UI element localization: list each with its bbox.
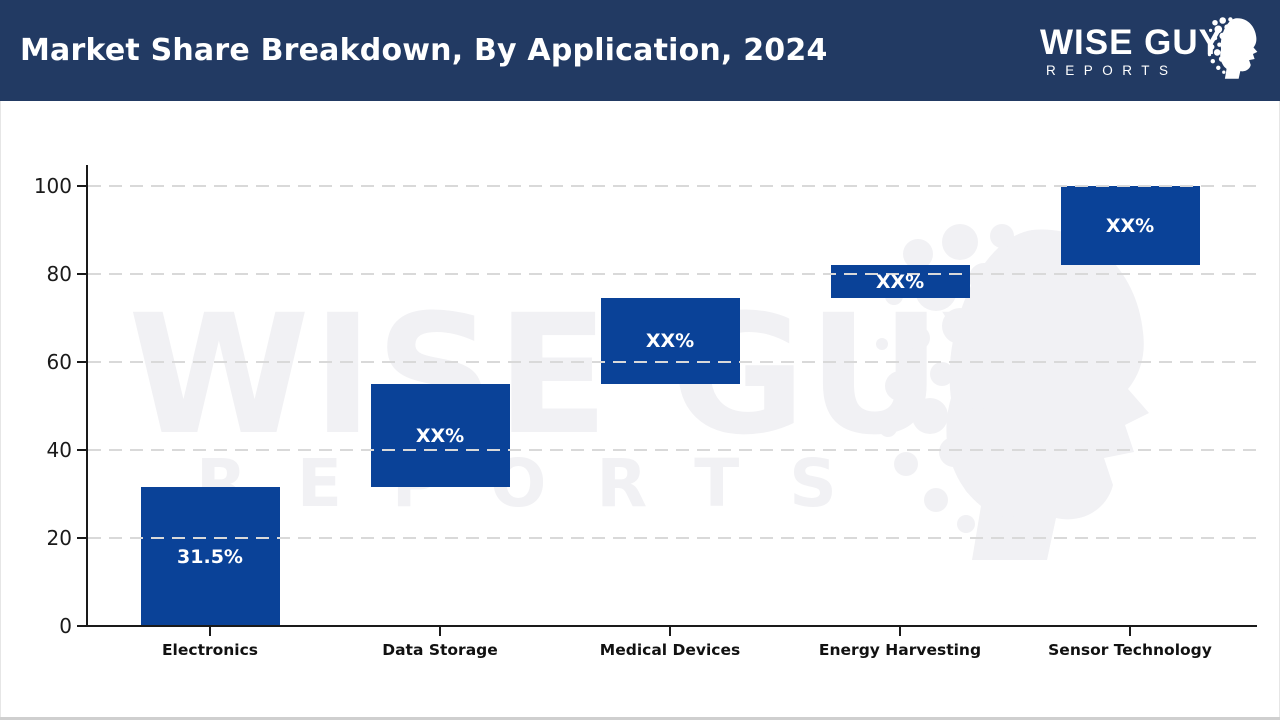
header-bar: Market Share Breakdown, By Application, … <box>0 0 1280 101</box>
x-tick <box>1129 627 1131 636</box>
y-tick <box>77 185 86 187</box>
bar-data-storage <box>370 384 510 488</box>
y-tick <box>77 361 86 363</box>
bar-value-label: XX% <box>875 270 925 293</box>
bar-value-label: XX% <box>1105 214 1155 237</box>
gridline-60 <box>88 361 1257 363</box>
bottom-edge-strip <box>0 717 1280 720</box>
y-tick-label: 100 <box>33 174 72 198</box>
y-tick-label: 80 <box>46 262 72 286</box>
category-label: Electronics <box>161 641 259 659</box>
bar-value-label: XX% <box>645 330 695 353</box>
y-tick-label: 20 <box>46 526 72 550</box>
x-tick <box>209 627 211 636</box>
gridline-100 <box>88 185 1257 187</box>
page-title: Market Share Breakdown, By Application, … <box>20 33 828 68</box>
x-tick <box>899 627 901 636</box>
logo-wordmark: WISE GUY <box>1040 23 1223 62</box>
y-tick-label: 60 <box>46 350 72 374</box>
wiseguy-logo: WISE GUY REPORTS <box>1040 17 1258 79</box>
x-axis-line <box>86 625 1257 627</box>
gridline-80 <box>88 273 1257 275</box>
category-label: Sensor Technology <box>1048 641 1212 659</box>
logo-subtext: REPORTS <box>1046 63 1178 78</box>
bar-medical-devices <box>600 298 740 384</box>
bar-value-label: 31.5% <box>177 545 243 568</box>
category-label: Data Storage <box>382 641 498 659</box>
x-tick <box>439 627 441 636</box>
category-label: Energy Harvesting <box>818 641 982 659</box>
y-tick <box>77 537 86 539</box>
bar-electronics <box>140 487 280 626</box>
y-tick <box>77 273 86 275</box>
y-tick <box>77 625 86 627</box>
category-label: Medical Devices <box>599 641 741 659</box>
y-tick-label: 0 <box>59 614 72 638</box>
gridline-20 <box>88 537 1257 539</box>
x-tick <box>669 627 671 636</box>
gridline-40 <box>88 449 1257 451</box>
bar-value-label: XX% <box>415 424 465 447</box>
y-tick <box>77 449 86 451</box>
y-axis-line <box>86 165 88 627</box>
y-tick-label: 40 <box>46 438 72 462</box>
